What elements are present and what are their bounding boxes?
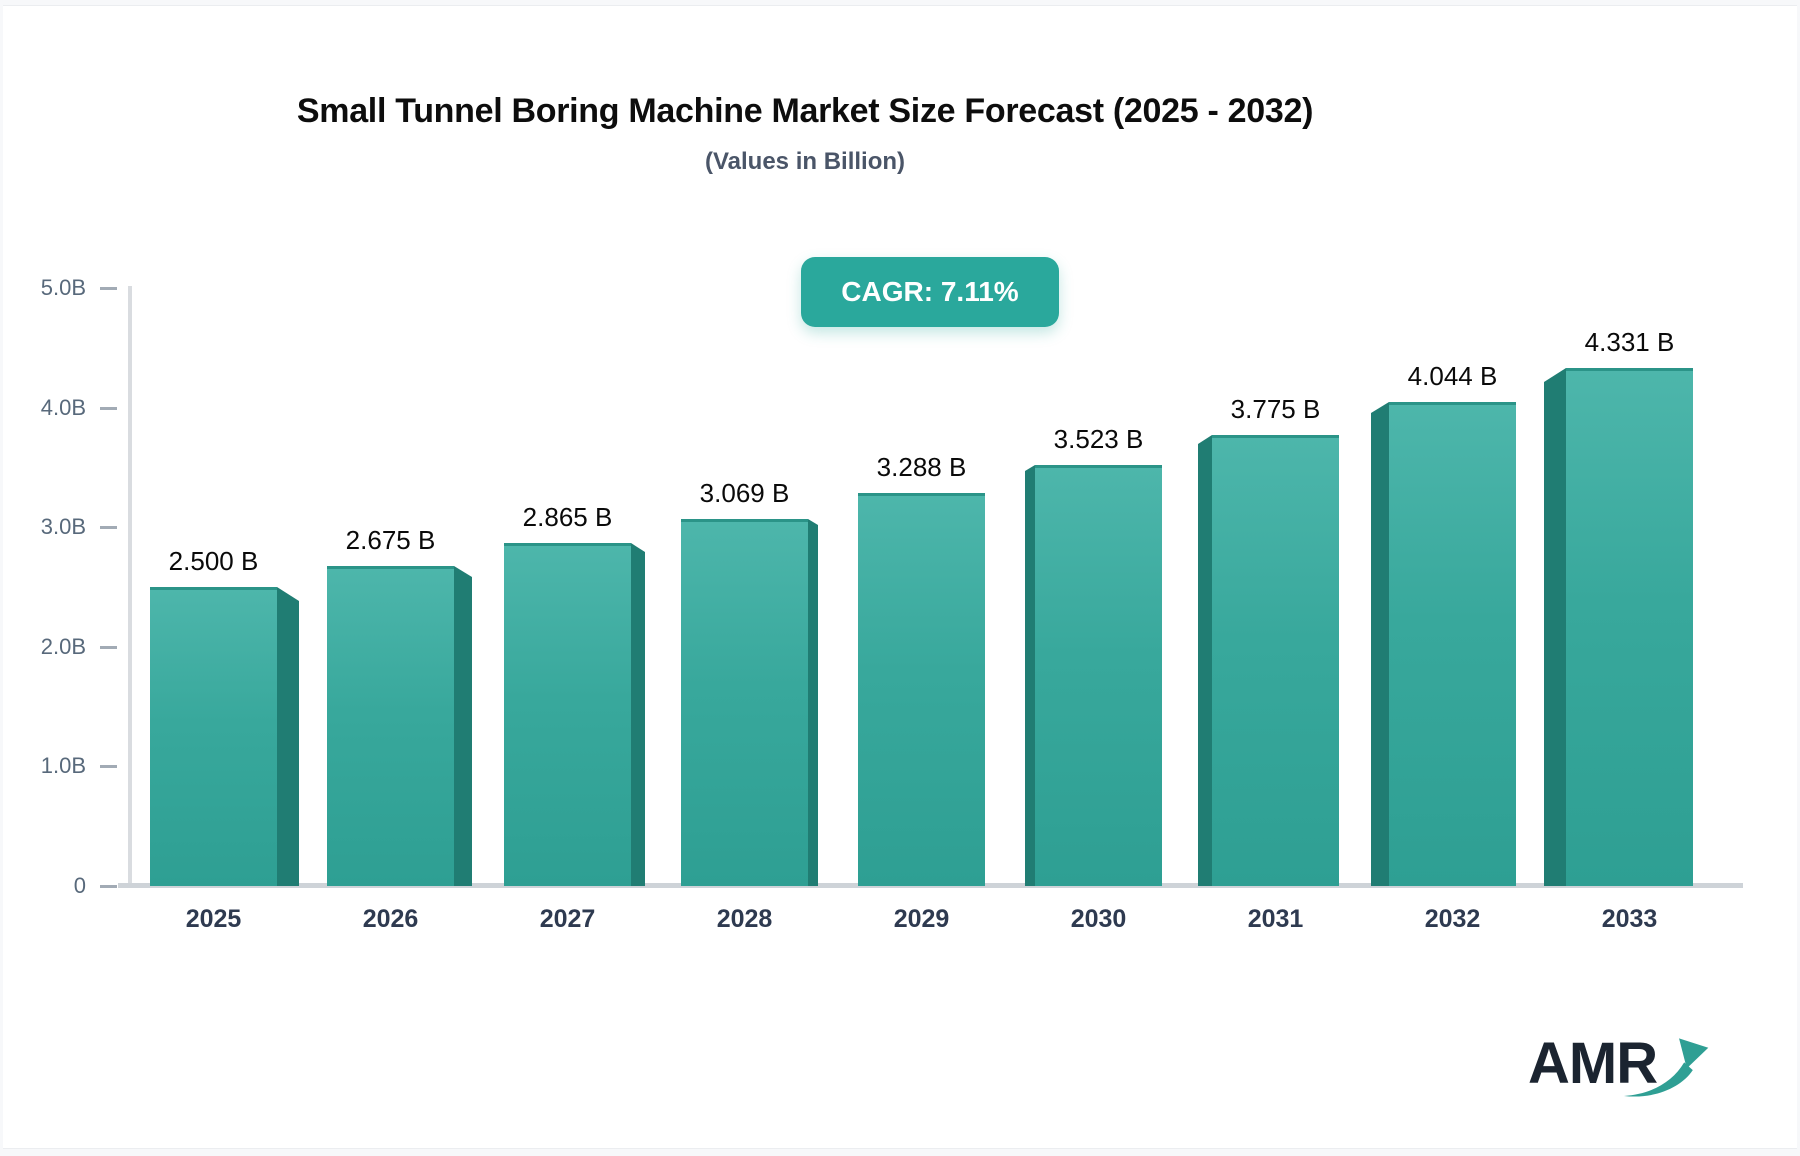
y-axis-tick-mark bbox=[100, 406, 117, 410]
x-axis-label: 2031 bbox=[1247, 905, 1304, 933]
x-axis-label: 2026 bbox=[362, 905, 419, 933]
bar-side-face-2027 bbox=[631, 543, 645, 886]
y-axis-tick-label: 4.0B bbox=[40, 394, 86, 420]
growth-arrow-icon bbox=[1624, 1038, 1709, 1097]
bar-value-label: 3.288 B bbox=[876, 452, 967, 482]
bar-2033 bbox=[1566, 368, 1693, 886]
cagr-badge: CAGR: 7.11% bbox=[801, 257, 1059, 327]
y-axis-tick-label: 5.0B bbox=[40, 275, 86, 300]
bar-2028 bbox=[681, 519, 808, 886]
bar-value-label: 2.865 B bbox=[522, 502, 613, 532]
bar-2030 bbox=[1035, 465, 1162, 886]
cagr-badge-label: CAGR: 7.11% bbox=[841, 276, 1019, 307]
y-axis-tick-mark bbox=[100, 287, 117, 290]
chart-subtitle: (Values in Billion) bbox=[704, 148, 906, 175]
page-edge-right bbox=[1797, 0, 1800, 1156]
brand-logo: AMR bbox=[1528, 1030, 1748, 1120]
y-axis-tick-mark bbox=[100, 645, 117, 649]
y-axis-line bbox=[128, 286, 132, 888]
bar-side-face-2026 bbox=[454, 566, 472, 886]
y-axis-tick-mark bbox=[100, 885, 117, 888]
x-axis-label: 2027 bbox=[539, 905, 596, 933]
x-axis-label: 2033 bbox=[1601, 905, 1658, 933]
bar-value-label: 4.044 B bbox=[1407, 361, 1498, 391]
x-axis-label: 2028 bbox=[716, 905, 773, 933]
bar-2026 bbox=[327, 566, 454, 886]
y-axis-tick-label: 3.0B bbox=[40, 514, 86, 540]
bar-side-face-2025 bbox=[277, 587, 299, 886]
page-edge-left bbox=[0, 0, 3, 1156]
y-axis-tick-label: 2.0B bbox=[40, 633, 86, 659]
y-axis-tick-mark bbox=[100, 765, 117, 769]
bar-value-label: 3.523 B bbox=[1053, 424, 1144, 454]
bar-side-face-2028 bbox=[808, 519, 818, 886]
y-axis-tick-label: 0 bbox=[73, 873, 86, 898]
x-axis-label: 2029 bbox=[893, 905, 950, 933]
page-edge-top bbox=[0, 0, 1800, 6]
x-axis-label: 2025 bbox=[185, 905, 242, 933]
bar-side-face-2030 bbox=[1025, 465, 1035, 886]
x-axis-label: 2030 bbox=[1070, 905, 1127, 933]
bar-value-label: 3.069 B bbox=[699, 478, 790, 508]
bar-value-label: 4.331 B bbox=[1584, 327, 1675, 357]
y-axis-tick-mark bbox=[100, 526, 117, 530]
bar-2032 bbox=[1389, 402, 1516, 886]
bar-value-label: 2.675 B bbox=[345, 525, 436, 555]
chart-title: Small Tunnel Boring Machine Market Size … bbox=[296, 92, 1314, 130]
bar-2029 bbox=[858, 493, 985, 886]
bar-2025 bbox=[150, 587, 277, 886]
bar-2027 bbox=[504, 543, 631, 886]
bar-value-label: 2.500 B bbox=[168, 546, 259, 576]
page-edge-bottom bbox=[0, 1148, 1800, 1156]
y-axis-tick-label: 1.0B bbox=[40, 753, 86, 779]
x-axis-label: 2032 bbox=[1424, 905, 1481, 933]
bar-side-face-2033 bbox=[1544, 368, 1566, 886]
bar-side-face-2032 bbox=[1371, 402, 1389, 886]
brand-logo-text: AMR bbox=[1528, 1031, 1658, 1096]
bar-2031 bbox=[1212, 435, 1339, 886]
bar-side-face-2031 bbox=[1198, 435, 1212, 886]
bar-value-label: 3.775 B bbox=[1230, 394, 1321, 424]
